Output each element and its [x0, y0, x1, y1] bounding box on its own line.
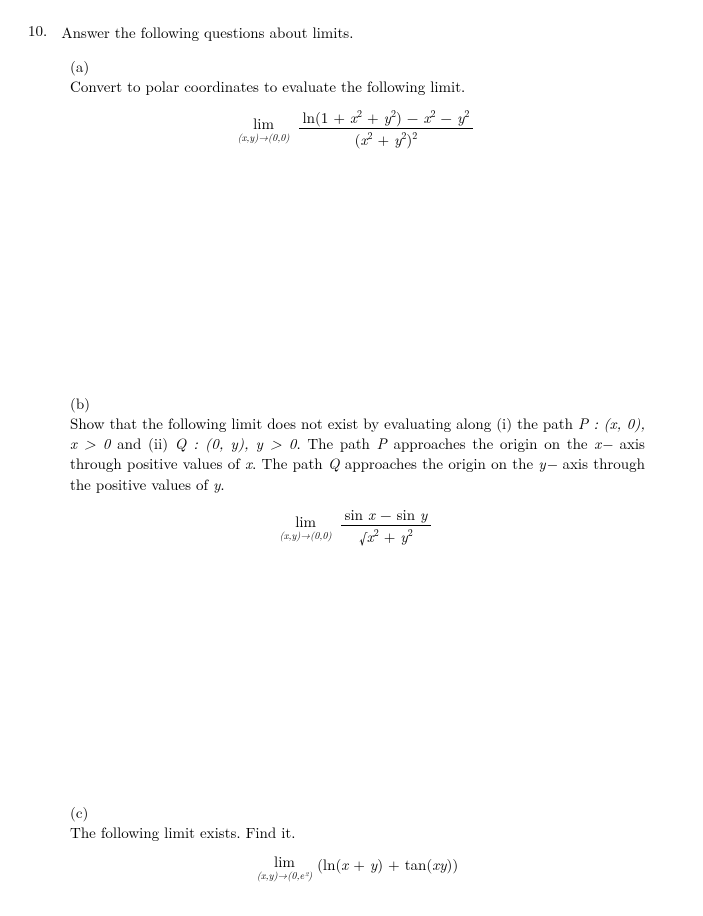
lim-b-sub: (x,y)→(0,0) — [280, 530, 332, 540]
part-a-label: (a) — [70, 57, 96, 77]
problem-line: 10. Answer the following questions about… — [28, 20, 675, 43]
gap-b — [28, 549, 675, 789]
part-b-label: (b) — [70, 394, 96, 414]
part-c-text: The following limit exists. Find it. — [70, 822, 295, 843]
frac-a: ln(1 + x2 + y2) − x2 − y2 (x2 + y2)2 — [299, 108, 474, 150]
problem-prompt: Answer the following questions about lim… — [61, 22, 353, 43]
expr-c: (ln(x + y) + tan(xy)) — [317, 854, 458, 875]
page: 10. Answer the following questions about… — [0, 0, 703, 916]
gap-a — [28, 150, 675, 380]
lim-c: lim (x,y)→(0,e²) — [257, 854, 312, 880]
part-c-equation: lim (x,y)→(0,e²) (ln(x + y) + tan(xy)) — [70, 854, 645, 880]
frac-a-num: ln(1 + x2 + y2) − x2 − y2 — [299, 108, 474, 130]
frac-b-den: x2 + y2 — [341, 526, 432, 549]
part-c-label: (c) — [70, 803, 96, 823]
part-a: (a) Convert to polar coordinates to eval… — [70, 57, 675, 150]
part-b-equation: lim (x,y)→(0,0) sin x − sin y x2 + y2 — [70, 505, 645, 549]
lim-a: lim (x,y)→(0,0) — [238, 116, 290, 142]
frac-a-den: (x2 + y2)2 — [299, 129, 474, 150]
part-c: (c) The following limit exists. Find it.… — [70, 803, 675, 880]
part-a-body: Convert to polar coordinates to evaluate… — [70, 77, 645, 149]
part-b-body: Show that the following limit does not e… — [70, 414, 645, 549]
lim-a-sub: (x,y)→(0,0) — [238, 132, 290, 142]
lim-b: lim (x,y)→(0,0) — [280, 514, 332, 540]
frac-b: sin x − sin y x2 + y2 — [341, 505, 432, 549]
problem-number: 10. — [28, 20, 56, 41]
part-b-text: Show that the following limit does not e… — [70, 413, 645, 495]
part-a-equation: lim (x,y)→(0,0) ln(1 + x2 + y2) − x2 − y… — [70, 108, 645, 150]
part-c-body: The following limit exists. Find it. lim… — [70, 823, 645, 879]
part-b: (b) Show that the following limit does n… — [70, 394, 675, 550]
lim-c-sub: (x,y)→(0,e²) — [257, 870, 312, 880]
part-a-text: Convert to polar coordinates to evaluate… — [70, 76, 465, 97]
frac-b-num: sin x − sin y — [341, 505, 432, 527]
